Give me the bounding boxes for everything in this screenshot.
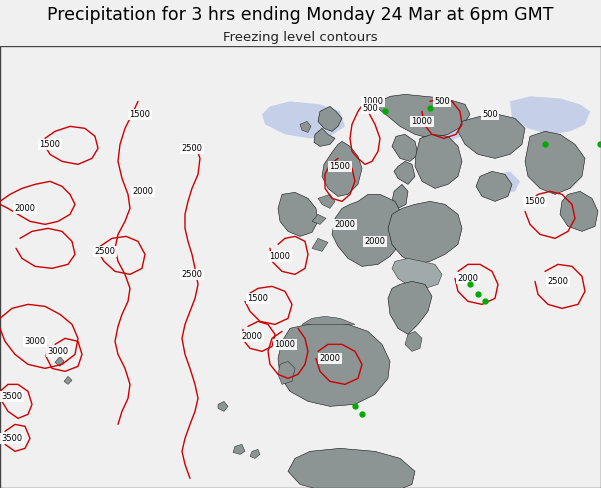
Text: 1500: 1500 bbox=[248, 294, 269, 303]
Text: 2500: 2500 bbox=[94, 247, 115, 256]
Text: 500: 500 bbox=[362, 104, 378, 113]
Polygon shape bbox=[388, 282, 432, 334]
Text: 2000: 2000 bbox=[364, 237, 385, 246]
Text: 1000: 1000 bbox=[412, 117, 433, 126]
Polygon shape bbox=[476, 171, 512, 202]
Polygon shape bbox=[510, 96, 590, 134]
Text: 1500: 1500 bbox=[525, 197, 546, 206]
Text: 1500: 1500 bbox=[129, 110, 150, 119]
Text: 2500: 2500 bbox=[548, 277, 569, 286]
Text: Precipitation for 3 hrs ending Monday 24 Mar at 6pm GMT: Precipitation for 3 hrs ending Monday 24… bbox=[47, 6, 554, 24]
Text: 3000: 3000 bbox=[47, 347, 69, 356]
Polygon shape bbox=[278, 192, 318, 236]
Text: 2000: 2000 bbox=[242, 332, 263, 341]
Polygon shape bbox=[560, 191, 598, 231]
Polygon shape bbox=[318, 194, 335, 208]
Text: 1500: 1500 bbox=[329, 162, 350, 171]
Text: 2000: 2000 bbox=[457, 274, 478, 283]
Polygon shape bbox=[392, 184, 408, 208]
Text: 2000: 2000 bbox=[320, 354, 341, 363]
Polygon shape bbox=[64, 376, 72, 385]
Polygon shape bbox=[318, 106, 342, 131]
Text: 1000: 1000 bbox=[362, 97, 383, 106]
Polygon shape bbox=[288, 448, 415, 488]
Text: Freezing level contours: Freezing level contours bbox=[223, 31, 378, 43]
Text: 500: 500 bbox=[434, 97, 450, 106]
Text: 3500: 3500 bbox=[1, 392, 23, 401]
Text: 3000: 3000 bbox=[25, 337, 46, 346]
Text: 2500: 2500 bbox=[182, 144, 203, 153]
Polygon shape bbox=[332, 194, 405, 266]
Polygon shape bbox=[415, 134, 462, 188]
Polygon shape bbox=[312, 214, 326, 224]
Polygon shape bbox=[278, 322, 390, 407]
Polygon shape bbox=[392, 134, 418, 162]
Polygon shape bbox=[233, 445, 245, 454]
Text: 2000: 2000 bbox=[14, 204, 35, 213]
Polygon shape bbox=[394, 162, 415, 184]
Polygon shape bbox=[405, 331, 422, 351]
Text: 1500: 1500 bbox=[40, 140, 61, 149]
Polygon shape bbox=[278, 361, 295, 385]
Text: 3500: 3500 bbox=[1, 434, 23, 443]
Polygon shape bbox=[488, 171, 520, 194]
Text: 1000: 1000 bbox=[275, 340, 296, 349]
Text: 500: 500 bbox=[482, 110, 498, 119]
Polygon shape bbox=[300, 122, 311, 132]
Polygon shape bbox=[55, 356, 64, 366]
Polygon shape bbox=[378, 94, 470, 139]
Polygon shape bbox=[458, 114, 525, 159]
Polygon shape bbox=[415, 99, 472, 142]
Text: 2000: 2000 bbox=[132, 187, 153, 196]
Polygon shape bbox=[322, 142, 362, 196]
Polygon shape bbox=[262, 102, 345, 139]
Text: 2000: 2000 bbox=[335, 220, 356, 229]
Polygon shape bbox=[250, 449, 260, 458]
Polygon shape bbox=[392, 258, 442, 288]
Text: 1000: 1000 bbox=[269, 252, 290, 261]
Polygon shape bbox=[314, 128, 335, 146]
Polygon shape bbox=[312, 238, 328, 251]
Polygon shape bbox=[302, 316, 355, 325]
Polygon shape bbox=[388, 202, 462, 264]
Polygon shape bbox=[218, 401, 228, 411]
Polygon shape bbox=[525, 131, 585, 194]
Text: 2500: 2500 bbox=[182, 270, 203, 279]
